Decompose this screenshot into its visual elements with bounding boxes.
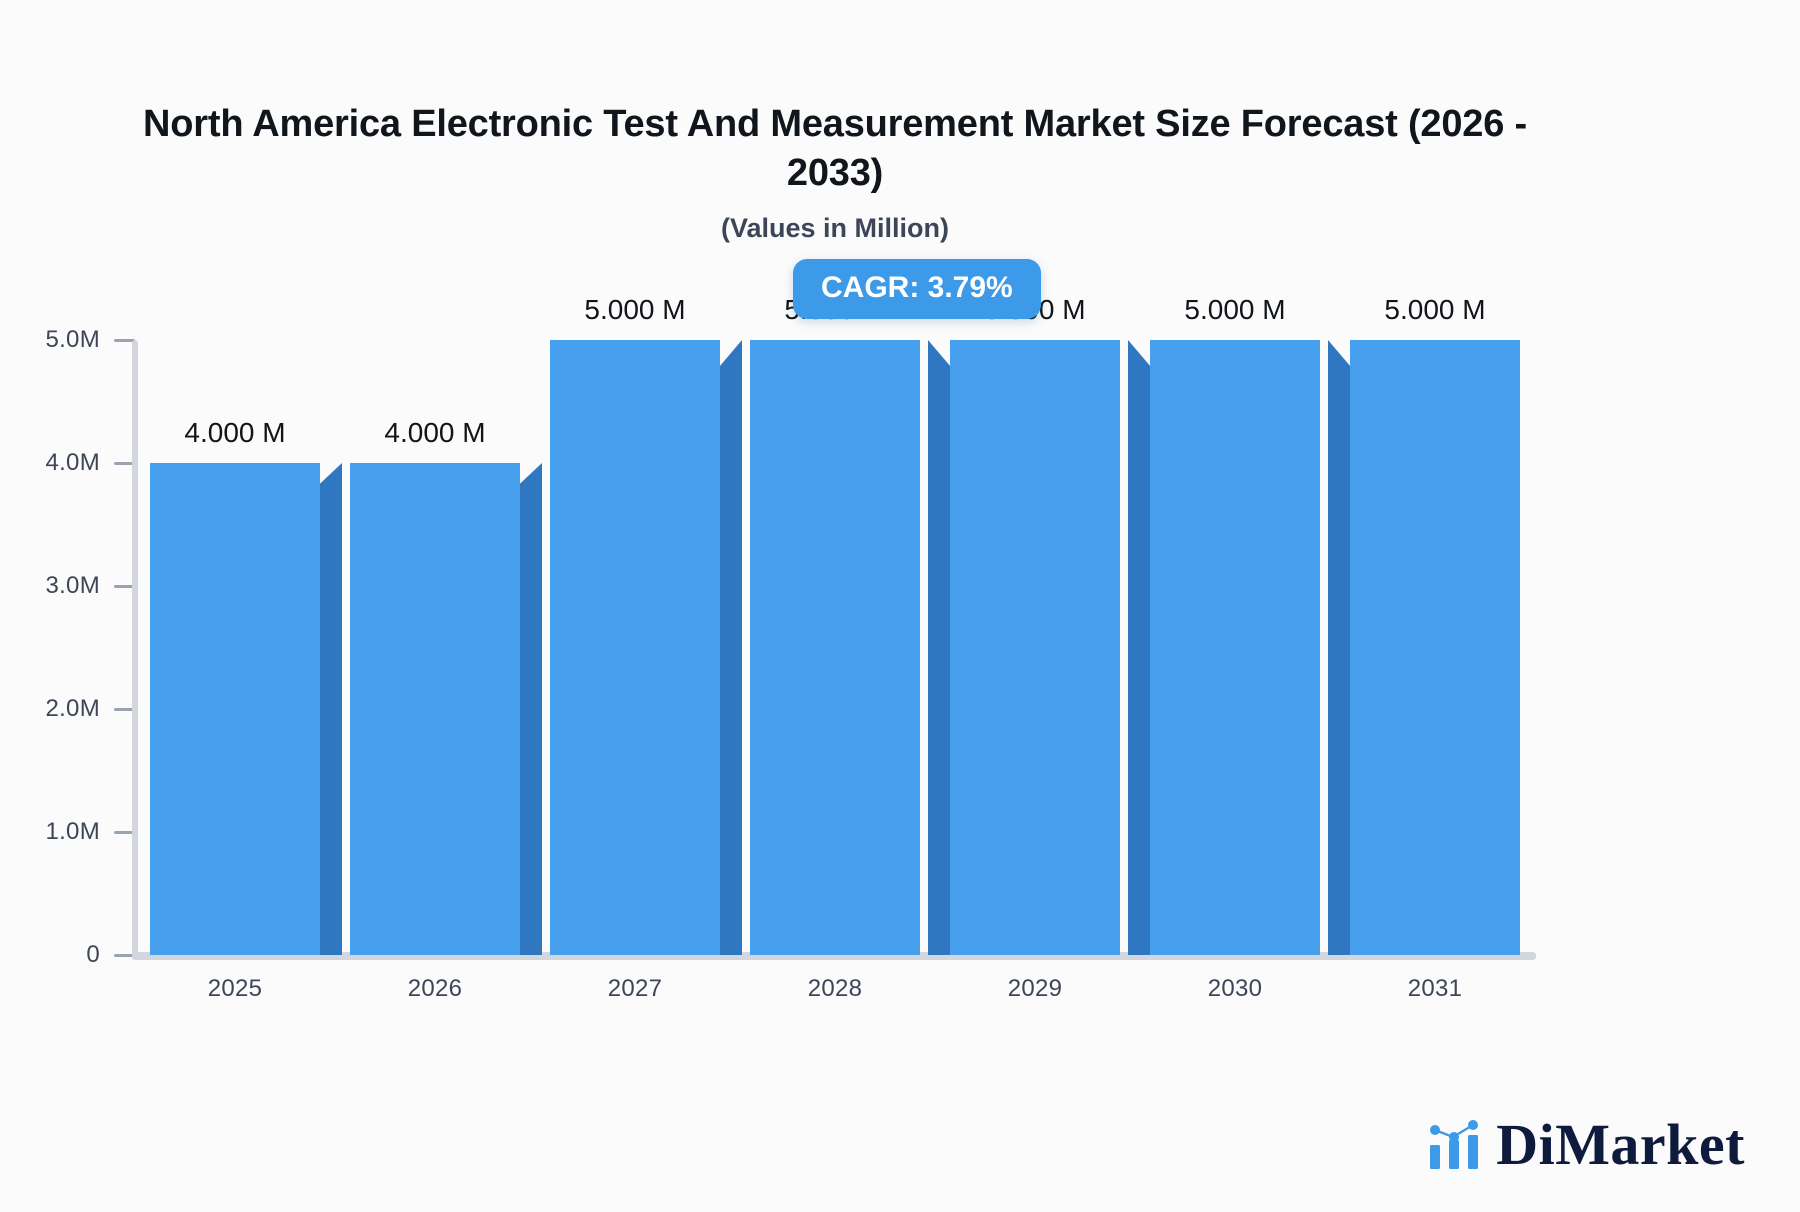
y-tick-dash-icon xyxy=(114,830,135,834)
y-tick-0: 0 xyxy=(86,941,135,968)
bar-2030: 5.000 M xyxy=(1128,294,1320,955)
bar-side-panel xyxy=(1128,340,1150,955)
y-tick-label: 3.0M xyxy=(45,572,100,599)
y-tick-label: 0 xyxy=(86,941,100,968)
y-tick-dash-icon xyxy=(114,338,135,342)
y-tick-5: 5.0M xyxy=(45,326,135,353)
y-tick-dash-icon xyxy=(114,461,135,465)
x-tick-label-2029: 2029 xyxy=(1007,975,1063,1002)
chart-subtitle: (Values in Million) xyxy=(720,213,950,244)
y-tick-label: 1.0M xyxy=(45,818,100,845)
bar-side-panel xyxy=(520,463,542,955)
logo-text: DiMarket xyxy=(1496,1112,1745,1177)
bar-value-label: 5.000 M xyxy=(1184,294,1286,325)
brand-logo: DiMarket xyxy=(1426,1116,1745,1174)
page-title: North America Electronic Test And Measur… xyxy=(143,103,1527,194)
plot-area: 4.000 M4.000 M5.000 M5.000 M5.000 M5.000… xyxy=(135,294,1535,955)
bar-value-label: 5.000 M xyxy=(584,294,686,325)
y-tick-3: 3.0M xyxy=(45,572,135,599)
bar-face xyxy=(150,463,320,955)
bar-value-label: 4.000 M xyxy=(384,417,486,448)
y-tick-4: 4.0M xyxy=(45,449,135,476)
y-tick-2: 2.0M xyxy=(45,695,135,722)
bar-face xyxy=(350,463,520,955)
bar-2031: 5.000 M xyxy=(1328,294,1520,955)
y-tick-label: 4.0M xyxy=(45,449,100,476)
bar-2025: 4.000 M xyxy=(150,417,342,955)
cagr-badge: CAGR: 3.79% xyxy=(793,259,1041,319)
bar-value-label: 4.000 M xyxy=(184,417,286,448)
y-axis-line xyxy=(132,340,138,958)
bar-face xyxy=(950,340,1120,955)
bar-2027: 5.000 M xyxy=(550,294,742,955)
bar-side-panel xyxy=(320,463,342,955)
x-tick-label-2026: 2026 xyxy=(407,975,463,1002)
bar-side-panel xyxy=(928,340,950,955)
bar-side-panel xyxy=(720,340,742,955)
bar-2026: 4.000 M xyxy=(350,417,542,955)
x-tick-label-2030: 2030 xyxy=(1207,975,1263,1002)
bar-face xyxy=(550,340,720,955)
x-axis-line xyxy=(132,952,1536,960)
y-tick-dash-icon xyxy=(114,707,135,711)
bar-side-panel xyxy=(1328,340,1350,955)
bar-face xyxy=(1150,340,1320,955)
bar-value-label: 5.000 M xyxy=(1384,294,1486,325)
y-tick-label: 2.0M xyxy=(45,695,100,722)
y-tick-1: 1.0M xyxy=(45,818,135,845)
y-tick-label: 5.0M xyxy=(45,326,100,353)
bar-face xyxy=(750,340,920,955)
bar-face xyxy=(1350,340,1520,955)
y-axis: 5.0M 4.0M 3.0M 2.0M 1.0M 0 xyxy=(0,326,135,968)
x-tick-label-2031: 2031 xyxy=(1407,975,1463,1002)
x-tick-label-2027: 2027 xyxy=(607,975,663,1002)
x-axis-labels: 2025 2026 2027 2028 2029 2030 2031 xyxy=(135,975,1535,1015)
y-tick-dash-icon xyxy=(114,953,135,957)
bar-2029: 5.000 M xyxy=(928,294,1120,955)
y-tick-dash-icon xyxy=(114,584,135,588)
x-tick-label-2028: 2028 xyxy=(807,975,863,1002)
bar-2028: 5.000 M xyxy=(750,294,920,955)
bar-chart-icon xyxy=(1426,1119,1482,1171)
title-block: North America Electronic Test And Measur… xyxy=(120,100,1550,244)
x-tick-label-2025: 2025 xyxy=(207,975,263,1002)
